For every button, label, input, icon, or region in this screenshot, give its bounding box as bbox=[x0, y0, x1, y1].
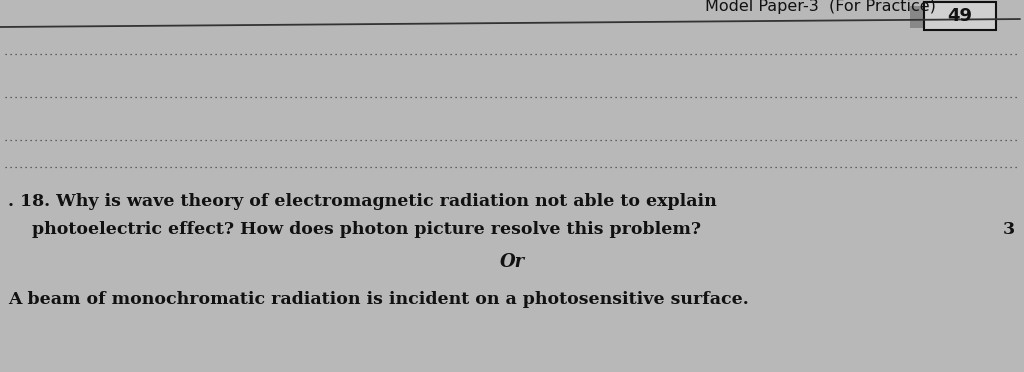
Text: Or: Or bbox=[500, 253, 524, 271]
Text: photoelectric effect? How does photon picture resolve this problem?: photoelectric effect? How does photon pi… bbox=[8, 221, 701, 237]
Text: Model Paper-3  (For Practice): Model Paper-3 (For Practice) bbox=[705, 0, 936, 14]
Bar bbox=[910, 6, 924, 28]
FancyBboxPatch shape bbox=[924, 2, 996, 30]
Text: A beam of monochromatic radiation is incident on a photosensitive surface.: A beam of monochromatic radiation is inc… bbox=[8, 292, 749, 308]
Text: . 18. Why is wave theory of electromagnetic radiation not able to explain: . 18. Why is wave theory of electromagne… bbox=[8, 193, 717, 211]
Text: 49: 49 bbox=[947, 7, 973, 25]
Text: 3: 3 bbox=[1002, 221, 1015, 237]
